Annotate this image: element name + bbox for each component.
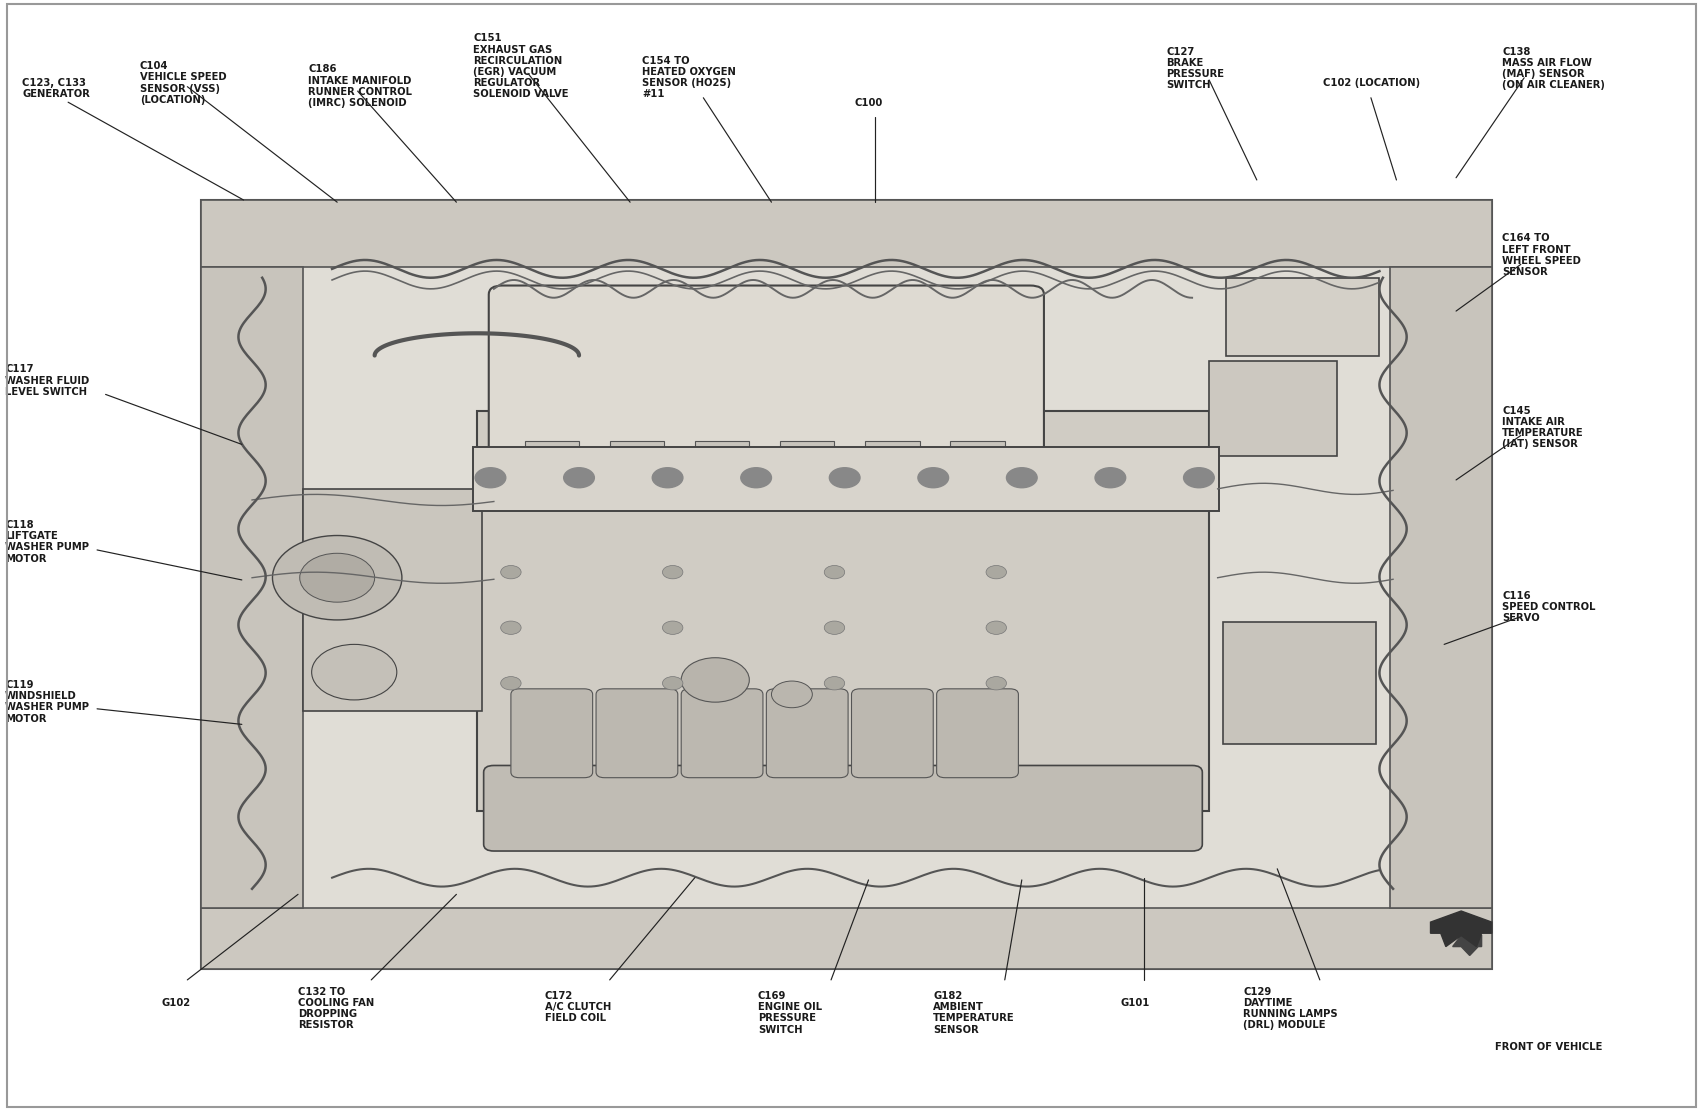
Bar [201, 200, 1492, 969]
Bar [1223, 622, 1376, 744]
Circle shape [829, 468, 860, 488]
Text: C151
EXHAUST GAS
RECIRCULATION
(EGR) VACUUM
REGULATOR
SOLENOID VALVE: C151 EXHAUST GAS RECIRCULATION (EGR) VAC… [473, 33, 569, 99]
FancyBboxPatch shape [596, 689, 678, 778]
Text: C138
MASS AIR FLOW
(MAF) SENSOR
(ON AIR CLEANER): C138 MASS AIR FLOW (MAF) SENSOR (ON AIR … [1502, 47, 1604, 90]
Circle shape [501, 621, 521, 634]
Text: C117
WASHER FLUID
LEVEL SWITCH: C117 WASHER FLUID LEVEL SWITCH [5, 364, 89, 397]
Text: C154 TO
HEATED OXYGEN
SENSOR (HO2S)
#11: C154 TO HEATED OXYGEN SENSOR (HO2S) #11 [642, 56, 736, 99]
Circle shape [662, 621, 683, 634]
Circle shape [272, 536, 402, 620]
Circle shape [824, 565, 845, 579]
Circle shape [824, 621, 845, 634]
Text: C104
VEHICLE SPEED
SENSOR (VSS)
(LOCATION): C104 VEHICLE SPEED SENSOR (VSS) (LOCATIO… [140, 61, 226, 104]
Circle shape [1184, 468, 1214, 488]
Circle shape [564, 468, 594, 488]
Circle shape [741, 468, 771, 488]
Bar [473, 447, 1219, 511]
Circle shape [986, 565, 1006, 579]
Bar [201, 200, 1492, 267]
Circle shape [824, 677, 845, 690]
Text: C127
BRAKE
PRESSURE
SWITCH: C127 BRAKE PRESSURE SWITCH [1167, 47, 1224, 90]
Circle shape [918, 468, 949, 488]
FancyBboxPatch shape [511, 689, 593, 778]
Bar [1390, 267, 1492, 908]
Bar [525, 441, 579, 494]
Text: C118
LIFTGATE
WASHER PUMP
MOTOR: C118 LIFTGATE WASHER PUMP MOTOR [5, 520, 89, 563]
Text: C169
ENGINE OIL
PRESSURE
SWITCH: C169 ENGINE OIL PRESSURE SWITCH [758, 991, 823, 1034]
Circle shape [681, 658, 749, 702]
Text: C186
INTAKE MANIFOLD
RUNNER CONTROL
(IMRC) SOLENOID: C186 INTAKE MANIFOLD RUNNER CONTROL (IMR… [308, 64, 412, 108]
Text: C129
DAYTIME
RUNNING LAMPS
(DRL) MODULE: C129 DAYTIME RUNNING LAMPS (DRL) MODULE [1243, 987, 1339, 1030]
Bar [780, 441, 834, 494]
Text: FRONT OF VEHICLE: FRONT OF VEHICLE [1495, 1042, 1603, 1052]
FancyBboxPatch shape [937, 689, 1018, 778]
Text: C100: C100 [855, 98, 884, 108]
Circle shape [312, 644, 397, 700]
Circle shape [662, 677, 683, 690]
Circle shape [501, 677, 521, 690]
Circle shape [300, 553, 375, 602]
Bar [1226, 278, 1379, 356]
Bar [950, 441, 1005, 494]
Text: C164 TO
LEFT FRONT
WHEEL SPEED
SENSOR: C164 TO LEFT FRONT WHEEL SPEED SENSOR [1502, 233, 1580, 277]
Polygon shape [1431, 911, 1492, 947]
Text: C172
A/C CLUTCH
FIELD COIL: C172 A/C CLUTCH FIELD COIL [545, 991, 611, 1023]
Circle shape [986, 677, 1006, 690]
Text: C102 (LOCATION): C102 (LOCATION) [1323, 78, 1420, 88]
Bar [201, 908, 1492, 969]
Text: C132 TO
COOLING FAN
DROPPING
RESISTOR: C132 TO COOLING FAN DROPPING RESISTOR [298, 987, 375, 1030]
FancyBboxPatch shape [484, 765, 1202, 851]
Circle shape [475, 468, 506, 488]
Bar [477, 411, 1209, 811]
Text: G102: G102 [162, 998, 191, 1008]
Text: C119
WINDSHIELD
WASHER PUMP
MOTOR: C119 WINDSHIELD WASHER PUMP MOTOR [5, 680, 89, 723]
FancyBboxPatch shape [852, 689, 933, 778]
Text: C116
SPEED CONTROL
SERVO: C116 SPEED CONTROL SERVO [1502, 591, 1596, 623]
Circle shape [771, 681, 812, 708]
Text: C123, C133
GENERATOR: C123, C133 GENERATOR [22, 78, 90, 99]
Text: C145
INTAKE AIR
TEMPERATURE
(IAT) SENSOR: C145 INTAKE AIR TEMPERATURE (IAT) SENSOR [1502, 406, 1584, 449]
Circle shape [662, 565, 683, 579]
Circle shape [652, 468, 683, 488]
Bar [201, 267, 303, 908]
Circle shape [501, 565, 521, 579]
Bar [303, 489, 482, 711]
Circle shape [1006, 468, 1037, 488]
Text: G101: G101 [1121, 998, 1150, 1008]
Text: G182
AMBIENT
TEMPERATURE
SENSOR: G182 AMBIENT TEMPERATURE SENSOR [933, 991, 1015, 1034]
Polygon shape [1453, 929, 1482, 955]
FancyBboxPatch shape [681, 689, 763, 778]
Bar [1209, 361, 1337, 456]
Bar [695, 441, 749, 494]
Bar [610, 441, 664, 494]
Circle shape [1095, 468, 1126, 488]
FancyBboxPatch shape [489, 286, 1044, 464]
Bar [865, 441, 920, 494]
FancyBboxPatch shape [766, 689, 848, 778]
Circle shape [986, 621, 1006, 634]
